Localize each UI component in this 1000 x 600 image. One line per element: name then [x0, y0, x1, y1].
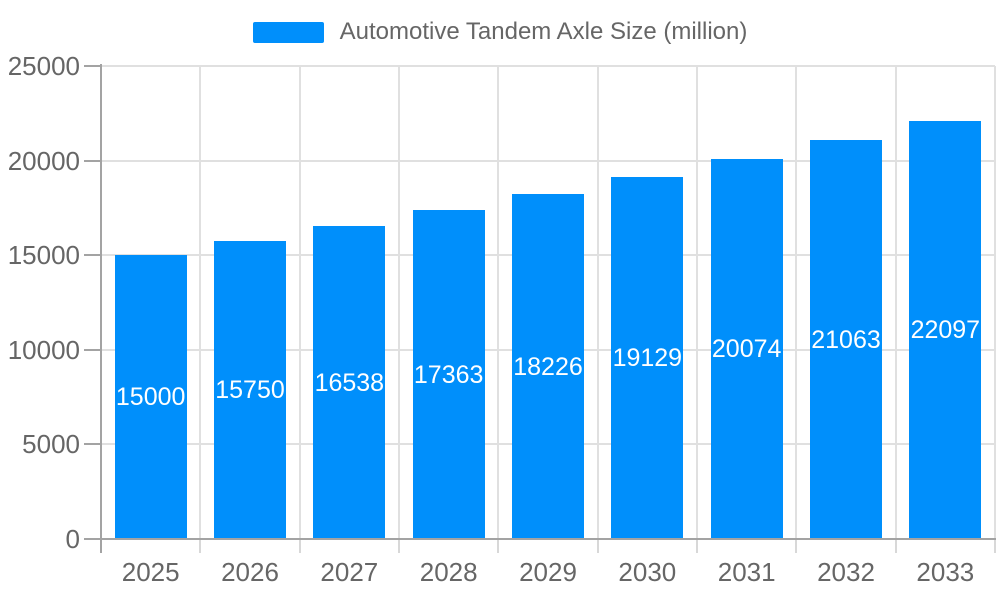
y-axis-tick-label: 10000: [7, 334, 80, 365]
bar-value-label: 20074: [711, 335, 782, 364]
y-axis-tick: [84, 443, 101, 446]
bar-value-label: 16538: [314, 368, 385, 397]
bar[interactable]: 19129: [611, 177, 684, 539]
bar[interactable]: 16538: [313, 226, 386, 539]
x-axis-category-label: 2027: [320, 557, 379, 587]
x-axis-tick: [298, 539, 301, 553]
bar-value-label: 15750: [215, 375, 285, 404]
legend-label: Automotive Tandem Axle Size (million): [339, 18, 748, 45]
x-axis-category-label: 2025: [121, 557, 180, 587]
y-axis-line: [100, 64, 102, 553]
y-axis-tick-label: 0: [65, 524, 80, 554]
x-gridline: [696, 66, 698, 539]
y-axis-tick-label: 20000: [7, 145, 80, 176]
x-axis-tick: [894, 539, 897, 553]
bar[interactable]: 20074: [710, 159, 783, 539]
x-axis-tick: [596, 539, 599, 553]
y-axis-tick-label: 5000: [22, 429, 80, 460]
x-axis-category-label: 2028: [419, 557, 478, 587]
x-axis-category-label: 2026: [221, 557, 279, 587]
y-axis-tick: [84, 348, 101, 351]
y-axis-tick-label: 15000: [7, 240, 80, 271]
y-gridline: [101, 65, 995, 67]
legend-swatch-icon: [252, 21, 324, 43]
y-axis-tick: [84, 65, 101, 67]
bar-value-label: 15000: [115, 383, 186, 412]
legend-item[interactable]: Automotive Tandem Axle Size (million): [0, 16, 1000, 48]
y-axis-tick: [84, 159, 101, 162]
x-axis-tick: [398, 539, 400, 553]
x-gridline: [795, 66, 798, 539]
x-gridline: [894, 66, 897, 539]
x-gridline: [497, 66, 500, 539]
x-axis-tick: [994, 539, 996, 553]
x-gridline: [298, 66, 301, 539]
y-axis-tick: [84, 254, 101, 257]
x-axis-category-label: 2032: [817, 557, 875, 587]
bar-value-label: 17363: [413, 360, 484, 389]
x-gridline: [199, 66, 202, 539]
x-axis-category-label: 2031: [717, 557, 776, 587]
x-axis-tick: [497, 539, 500, 553]
y-axis-tick: [84, 538, 101, 540]
y-axis-tick-label: 25000: [7, 51, 80, 81]
bar-value-label: 18226: [513, 352, 583, 381]
bar[interactable]: 15750: [214, 241, 286, 539]
x-axis-category-label: 2033: [916, 557, 975, 587]
x-gridline: [596, 66, 599, 539]
x-axis-category-label: 2030: [618, 557, 677, 587]
x-gridline: [994, 66, 996, 539]
x-axis-tick: [696, 539, 698, 553]
bar-value-label: 19129: [612, 344, 683, 373]
bar-value-label: 22097: [910, 315, 981, 344]
x-axis-tick: [199, 539, 202, 553]
bar[interactable]: 18226: [512, 194, 584, 539]
bar[interactable]: 21063: [810, 140, 882, 539]
bar[interactable]: 15000: [114, 255, 187, 539]
bar-value-label: 21063: [811, 325, 881, 354]
x-axis-tick: [795, 539, 798, 553]
bar[interactable]: 17363: [412, 210, 485, 539]
x-axis-category-label: 2029: [519, 557, 577, 587]
x-gridline: [398, 66, 400, 539]
bar[interactable]: 22097: [909, 120, 982, 539]
